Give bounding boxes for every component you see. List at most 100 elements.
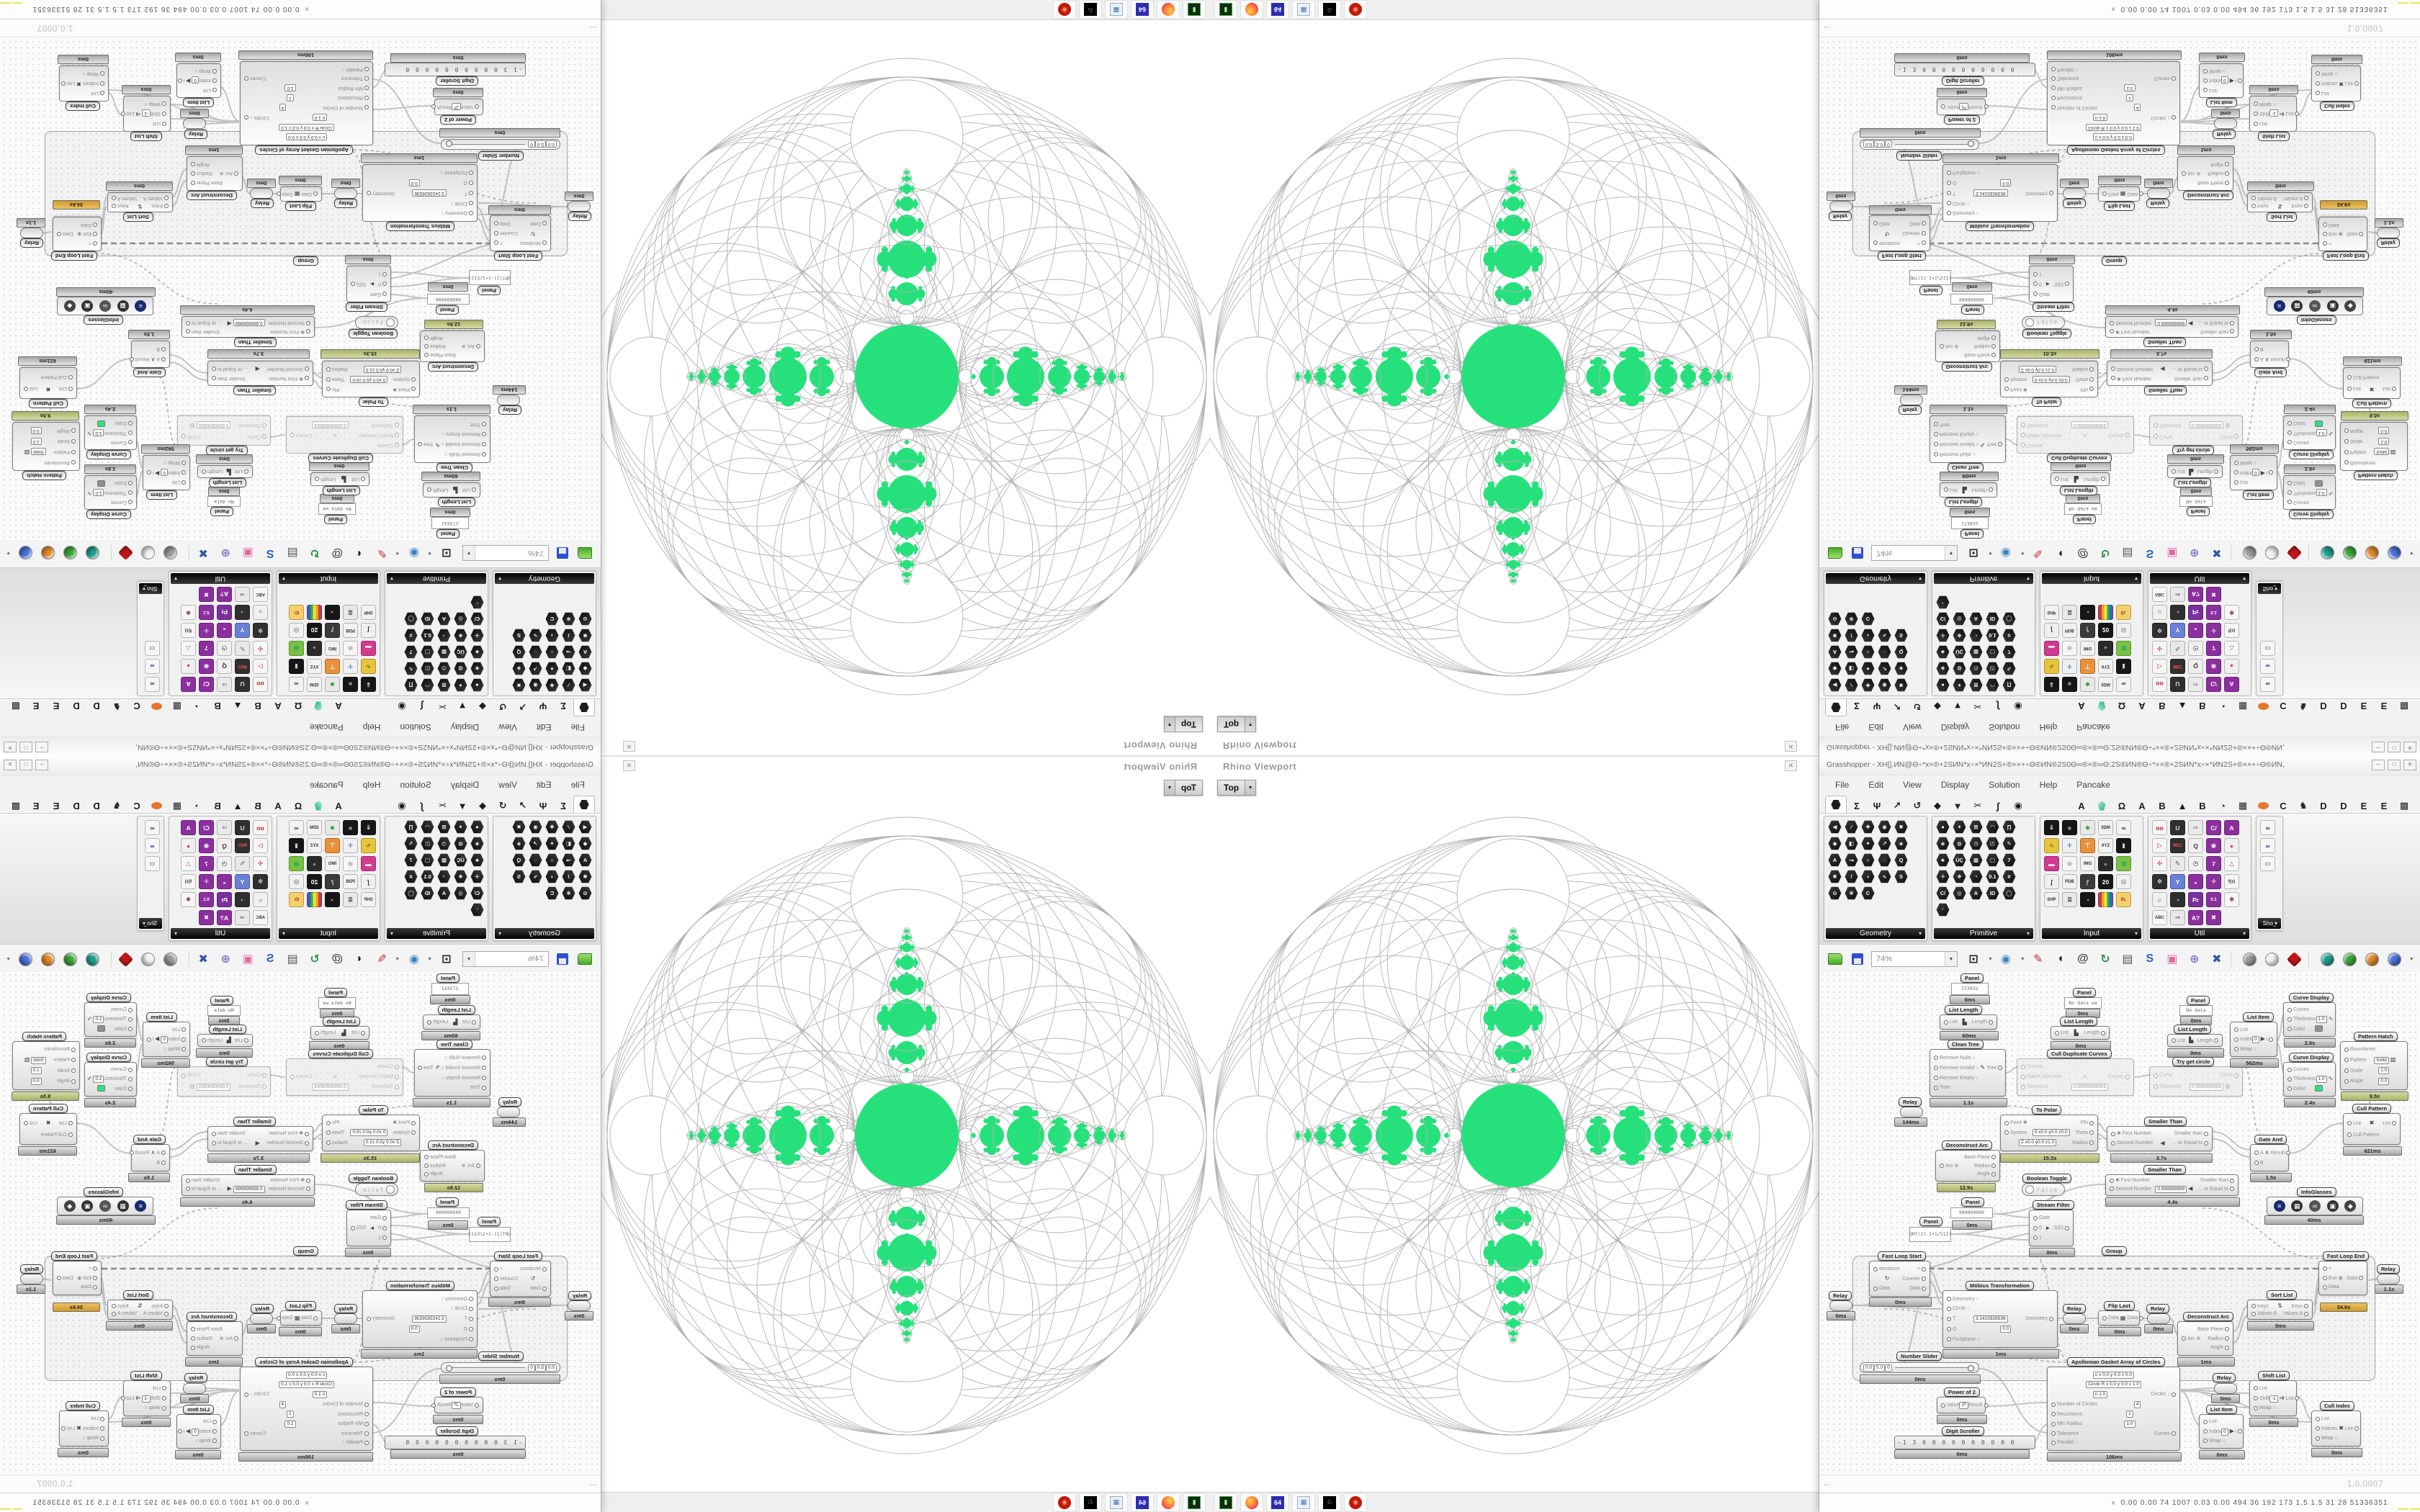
component-icon[interactable]: ⊤ (325, 659, 340, 674)
gh-node-cull-duplicate-curves[interactable]: Curves Match Direction ≈ Curves Tolerance 0.0… (286, 1058, 403, 1096)
component-icon[interactable]: Q (1894, 853, 1908, 867)
gh-node-list-length[interactable]: List ▙ Length (2167, 1034, 2223, 1047)
gh-node-to-polar[interactable]: Point ✱ Phi System 0 x0.0 y0.0 z0.0 Theta Z x… (322, 1115, 420, 1151)
gh-node-list-length[interactable]: List ▙ Length (1940, 482, 1997, 498)
toolbar-button-16[interactable] (2264, 544, 2281, 562)
component-icon[interactable]: ◷ (2188, 641, 2203, 656)
component-icon[interactable]: ❋ (1845, 612, 1858, 626)
component-icon[interactable]: ∞ (145, 838, 160, 853)
profiler-expand-icon[interactable]: « (302, 6, 311, 12)
component-icon[interactable]: ◒ (2188, 623, 2203, 638)
node-label-curve-display[interactable]: Curve Display (86, 1053, 131, 1062)
component-icon[interactable]: ⇨ (217, 677, 232, 692)
gh-node-list-length[interactable]: List ▙ Length (423, 482, 480, 498)
component-icon[interactable]: ⇓ (2044, 677, 2059, 692)
component-icon[interactable] (2098, 892, 2113, 907)
toolbar-button-13[interactable]: ✖ (198, 546, 208, 559)
toolbar-button-7[interactable]: @ (2077, 953, 2089, 965)
toolbar-button-7[interactable]: @ (331, 953, 343, 965)
component-icon[interactable]: C/ (1936, 886, 1950, 900)
gh-node-panel[interactable]: 999999999 (1950, 1207, 1993, 1218)
component-icon[interactable]: ✎ (2170, 641, 2185, 656)
component-icon[interactable]: ✲ (2152, 623, 2167, 638)
component-icon[interactable]: ◒ (217, 623, 232, 638)
component-icon[interactable]: ✲ (253, 623, 268, 638)
component-icon[interactable]: ◷ (437, 837, 451, 850)
component-icon[interactable]: ID (421, 612, 434, 626)
menu-file[interactable]: File (1835, 780, 1850, 790)
component-icon[interactable]: PDB (343, 623, 358, 638)
component-icon[interactable]: ◧ (562, 662, 575, 675)
category-tab-15[interactable]: ▲ (2177, 701, 2187, 712)
minimize-button[interactable]: – (2372, 742, 2385, 752)
component-icon[interactable]: f(x) (181, 874, 196, 889)
component-icon[interactable]: / (1845, 629, 1858, 642)
component-icon[interactable]: ≣ (2062, 892, 2077, 907)
component-icon[interactable]: 7 (2206, 641, 2221, 656)
component-icon[interactable]: ▮ (289, 838, 304, 853)
gh-node-power-of-2[interactable]: Value 2ᴿ Result (1937, 99, 1989, 115)
menu-help[interactable]: Help (2039, 780, 2058, 790)
node-label-panel[interactable]: Panel (1960, 973, 1984, 983)
component-icon[interactable]: C/ (199, 820, 214, 835)
toolbar-button-11[interactable]: ▣ (2166, 953, 2178, 966)
toolbar-button-6[interactable]: ◖ (356, 547, 363, 559)
node-label-to-polar[interactable]: To Polar (358, 397, 388, 407)
category-tab-15[interactable]: ▲ (233, 800, 243, 811)
palette-title[interactable]: Util ▾ (171, 928, 270, 939)
component-icon[interactable]: ▮ (2116, 659, 2131, 674)
gh-node-boolean-toggle[interactable]: False (355, 1183, 398, 1196)
gh-node-relay[interactable] (334, 188, 357, 199)
component-icon[interactable]: ✦ (1861, 837, 1875, 850)
node-label-pattern-hatch[interactable]: Pattern Hatch (2354, 471, 2398, 480)
category-tab-14[interactable]: B (254, 800, 261, 811)
category-tab-13[interactable]: A (2138, 701, 2146, 712)
component-icon[interactable]: ◆ (1828, 837, 1842, 850)
palette-title[interactable]: Primitive ▾ (387, 928, 486, 939)
gh-node-relay[interactable] (568, 1300, 591, 1311)
node-label-try-get-circle[interactable]: Try get circle (205, 446, 248, 455)
component-icon[interactable]: ∞ (145, 677, 160, 692)
gh-node-relay[interactable] (2063, 188, 2086, 199)
category-tab-12[interactable]: Ω (294, 800, 302, 811)
node-label-stream-filter[interactable]: Stream Filter (346, 302, 387, 312)
component-icon[interactable]: ♣ (1936, 645, 1950, 659)
component-icon[interactable]: ▦ (289, 641, 304, 656)
category-tab-12[interactable]: Ω (2118, 800, 2126, 811)
category-tab-9[interactable]: ◉ (398, 800, 406, 811)
node-label-relay[interactable]: Relay (568, 212, 591, 221)
component-icon[interactable]: ⁄ (562, 678, 575, 692)
gh-node-flip-last[interactable]: Data ▦ Data (276, 186, 322, 202)
gh-node-stream-filter[interactable]: Gate 0 ► S(0) 1 (346, 266, 391, 302)
node-label-fast-loop-start[interactable]: Fast Loop Start (1878, 251, 1927, 261)
toolbar-button-17[interactable] (117, 950, 134, 968)
node-label-cull-pattern[interactable]: Cull Pattern (2352, 1104, 2392, 1113)
component-icon[interactable]: ✱ (2224, 605, 2239, 620)
component-icon[interactable]: oo (253, 677, 268, 692)
node-label-deconstruct-arc[interactable]: Deconstruct Arc (427, 362, 478, 372)
component-icon[interactable]: ✲ (253, 874, 268, 889)
component-icon[interactable]: ◌ (1878, 853, 1891, 867)
node-label-list-length[interactable]: List Length (437, 498, 475, 507)
component-icon[interactable]: ◜ (1936, 903, 1950, 917)
gh-node-clean-tree[interactable]: Remove Nulls ○ Remove Invalid ○ ✎ Tree Remov… (1930, 415, 2006, 463)
open-file-button[interactable] (576, 950, 593, 968)
gh-node-flip-last[interactable]: Data ▦ Data (2098, 1310, 2144, 1326)
toolbar-button-8[interactable]: ↻ (310, 546, 320, 559)
toolbar-button-8[interactable]: ↻ (310, 953, 320, 966)
component-icon[interactable]: f(x) (2224, 623, 2239, 638)
component-icon[interactable]: ◉ (529, 820, 542, 834)
node-label-cull-duplicate-curves[interactable]: Cull Duplicate Curves (2047, 454, 2112, 463)
gh-node-panel[interactable]: 273032 (431, 517, 469, 529)
gh-node-gate-and[interactable]: A ∧ Result B (2250, 1144, 2291, 1171)
component-icon[interactable]: ✱ (578, 629, 592, 642)
gh-node-cull-index[interactable]: List Indices ✖ List Wrap ○ (59, 66, 109, 102)
toolbar-button-4[interactable]: ◉ (2000, 546, 2011, 559)
component-icon[interactable]: ● (2098, 641, 2113, 656)
component-icon[interactable]: ∞ (289, 820, 304, 835)
